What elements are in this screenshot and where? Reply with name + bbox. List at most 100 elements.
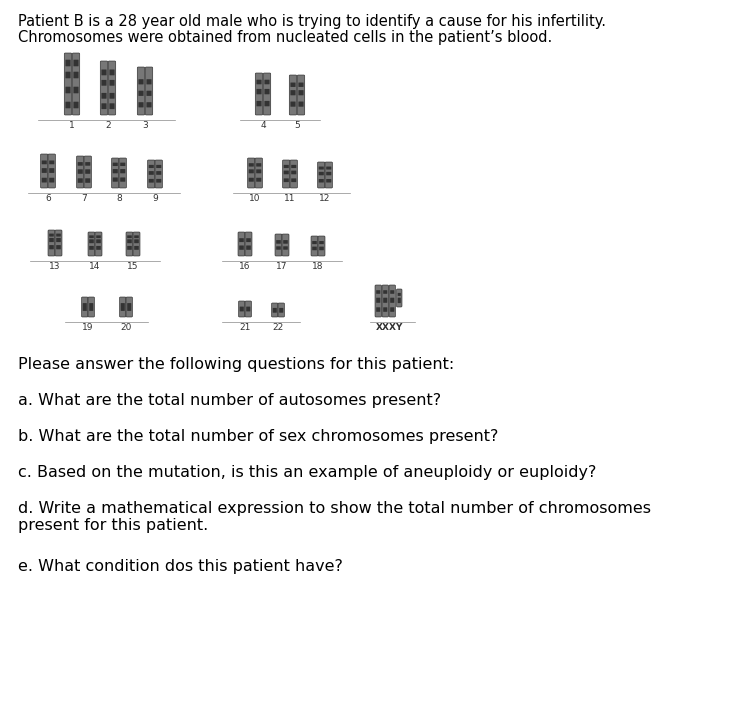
FancyBboxPatch shape bbox=[56, 234, 61, 236]
FancyBboxPatch shape bbox=[119, 158, 126, 188]
FancyBboxPatch shape bbox=[77, 162, 83, 166]
FancyBboxPatch shape bbox=[88, 297, 95, 317]
FancyBboxPatch shape bbox=[56, 238, 61, 242]
Text: Please answer the following questions for this patient:: Please answer the following questions fo… bbox=[18, 357, 454, 372]
FancyBboxPatch shape bbox=[291, 165, 296, 168]
FancyBboxPatch shape bbox=[239, 239, 244, 242]
Text: a. What are the total number of autosomes present?: a. What are the total number of autosome… bbox=[18, 393, 441, 408]
FancyBboxPatch shape bbox=[89, 236, 94, 238]
FancyBboxPatch shape bbox=[113, 177, 118, 182]
FancyBboxPatch shape bbox=[48, 154, 56, 188]
FancyBboxPatch shape bbox=[74, 72, 78, 78]
FancyBboxPatch shape bbox=[384, 290, 387, 294]
FancyBboxPatch shape bbox=[65, 60, 71, 66]
FancyBboxPatch shape bbox=[84, 156, 92, 188]
Text: 16: 16 bbox=[239, 262, 250, 271]
FancyBboxPatch shape bbox=[265, 89, 269, 94]
FancyBboxPatch shape bbox=[282, 234, 289, 256]
FancyBboxPatch shape bbox=[64, 53, 71, 115]
FancyBboxPatch shape bbox=[284, 179, 289, 182]
FancyBboxPatch shape bbox=[100, 61, 108, 115]
FancyBboxPatch shape bbox=[319, 241, 324, 244]
FancyBboxPatch shape bbox=[120, 169, 126, 173]
Text: 22: 22 bbox=[272, 323, 284, 332]
FancyBboxPatch shape bbox=[49, 160, 54, 164]
FancyBboxPatch shape bbox=[318, 236, 325, 256]
Text: b. What are the total number of sex chromosomes present?: b. What are the total number of sex chro… bbox=[18, 429, 499, 444]
FancyBboxPatch shape bbox=[138, 79, 144, 85]
FancyBboxPatch shape bbox=[89, 246, 94, 250]
Text: 1: 1 bbox=[69, 121, 75, 130]
FancyBboxPatch shape bbox=[291, 179, 296, 182]
FancyBboxPatch shape bbox=[256, 169, 261, 173]
FancyBboxPatch shape bbox=[74, 102, 78, 108]
FancyBboxPatch shape bbox=[155, 160, 162, 188]
FancyBboxPatch shape bbox=[326, 179, 332, 182]
FancyBboxPatch shape bbox=[384, 308, 387, 312]
FancyBboxPatch shape bbox=[384, 298, 387, 303]
FancyBboxPatch shape bbox=[238, 301, 245, 317]
FancyBboxPatch shape bbox=[49, 234, 54, 236]
FancyBboxPatch shape bbox=[265, 80, 269, 84]
FancyBboxPatch shape bbox=[255, 158, 262, 188]
FancyBboxPatch shape bbox=[41, 160, 47, 164]
FancyBboxPatch shape bbox=[319, 167, 324, 169]
FancyBboxPatch shape bbox=[375, 285, 381, 317]
Text: Chromosomes were obtained from nucleated cells in the patient’s blood.: Chromosomes were obtained from nucleated… bbox=[18, 30, 552, 45]
FancyBboxPatch shape bbox=[156, 171, 161, 175]
FancyBboxPatch shape bbox=[145, 67, 153, 115]
FancyBboxPatch shape bbox=[102, 103, 107, 109]
FancyBboxPatch shape bbox=[95, 232, 102, 256]
FancyBboxPatch shape bbox=[325, 162, 332, 188]
FancyBboxPatch shape bbox=[284, 240, 288, 244]
Text: c. Based on the mutation, is this an example of aneuploidy or euploidy?: c. Based on the mutation, is this an exa… bbox=[18, 465, 596, 480]
FancyBboxPatch shape bbox=[77, 169, 83, 174]
FancyBboxPatch shape bbox=[85, 162, 90, 166]
FancyBboxPatch shape bbox=[245, 301, 251, 317]
FancyBboxPatch shape bbox=[247, 158, 255, 188]
FancyBboxPatch shape bbox=[88, 232, 95, 256]
Text: 12: 12 bbox=[320, 194, 331, 203]
FancyBboxPatch shape bbox=[147, 160, 155, 188]
FancyBboxPatch shape bbox=[113, 169, 118, 173]
FancyBboxPatch shape bbox=[376, 308, 381, 312]
FancyBboxPatch shape bbox=[149, 171, 154, 175]
FancyBboxPatch shape bbox=[276, 246, 280, 250]
FancyBboxPatch shape bbox=[147, 90, 152, 96]
Text: 11: 11 bbox=[284, 194, 296, 203]
Text: 9: 9 bbox=[152, 194, 158, 203]
FancyBboxPatch shape bbox=[65, 72, 71, 78]
Text: Patient B is a 28 year old male who is trying to identify a cause for his infert: Patient B is a 28 year old male who is t… bbox=[18, 14, 606, 29]
FancyBboxPatch shape bbox=[312, 241, 317, 244]
FancyBboxPatch shape bbox=[326, 167, 332, 169]
FancyBboxPatch shape bbox=[398, 298, 401, 303]
Text: 19: 19 bbox=[82, 323, 94, 332]
FancyBboxPatch shape bbox=[297, 75, 305, 115]
FancyBboxPatch shape bbox=[138, 90, 144, 96]
FancyBboxPatch shape bbox=[134, 236, 139, 238]
FancyBboxPatch shape bbox=[319, 179, 324, 182]
FancyBboxPatch shape bbox=[85, 178, 90, 183]
FancyBboxPatch shape bbox=[83, 303, 86, 311]
FancyBboxPatch shape bbox=[127, 236, 132, 238]
FancyBboxPatch shape bbox=[120, 297, 126, 317]
FancyBboxPatch shape bbox=[271, 303, 278, 317]
FancyBboxPatch shape bbox=[49, 168, 54, 173]
FancyBboxPatch shape bbox=[149, 179, 154, 182]
FancyBboxPatch shape bbox=[49, 245, 54, 249]
FancyBboxPatch shape bbox=[147, 79, 152, 85]
FancyBboxPatch shape bbox=[138, 67, 144, 115]
FancyBboxPatch shape bbox=[276, 240, 280, 244]
FancyBboxPatch shape bbox=[72, 53, 80, 115]
FancyBboxPatch shape bbox=[246, 239, 251, 242]
Text: 20: 20 bbox=[120, 323, 132, 332]
FancyBboxPatch shape bbox=[56, 245, 61, 249]
FancyBboxPatch shape bbox=[111, 158, 119, 188]
FancyBboxPatch shape bbox=[249, 169, 253, 173]
FancyBboxPatch shape bbox=[382, 285, 389, 317]
Text: 7: 7 bbox=[81, 194, 87, 203]
FancyBboxPatch shape bbox=[102, 70, 107, 75]
Text: 2: 2 bbox=[105, 121, 111, 130]
FancyBboxPatch shape bbox=[77, 156, 84, 188]
FancyBboxPatch shape bbox=[127, 239, 132, 244]
